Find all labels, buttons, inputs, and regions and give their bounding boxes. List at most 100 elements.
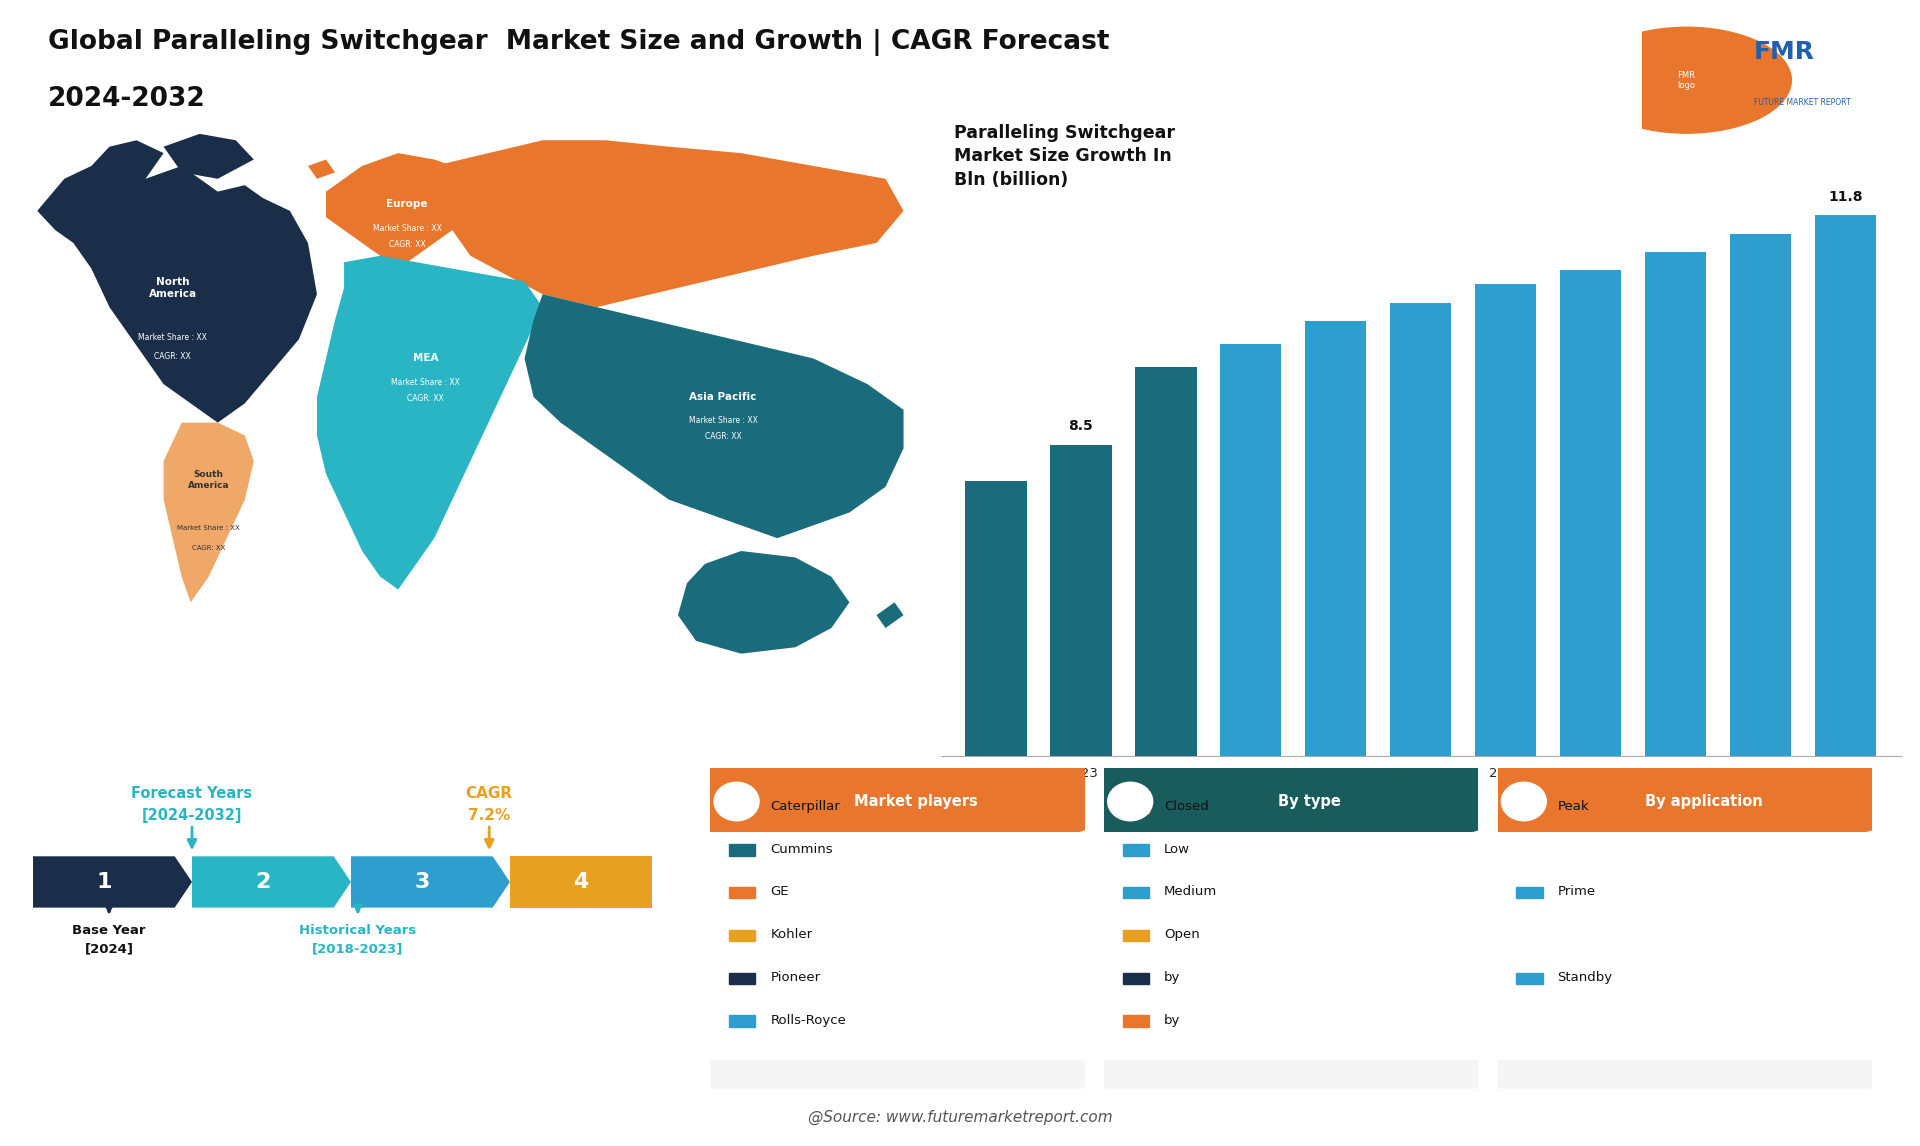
Bar xyxy=(1390,303,1452,756)
Text: Europe: Europe xyxy=(386,199,428,210)
Text: CAGR: XX: CAGR: XX xyxy=(390,240,426,249)
Text: 7.2%: 7.2% xyxy=(468,808,511,823)
Text: CAGR: XX: CAGR: XX xyxy=(407,394,444,402)
Polygon shape xyxy=(876,603,904,628)
Text: Cummins: Cummins xyxy=(770,842,833,856)
Bar xyxy=(1306,321,1367,756)
Text: Forecast Years: Forecast Years xyxy=(131,786,253,801)
Bar xyxy=(1123,887,1148,898)
Text: MEA: MEA xyxy=(413,353,438,363)
Text: Rolls-Royce: Rolls-Royce xyxy=(770,1014,847,1027)
Text: Market Share : XX: Market Share : XX xyxy=(138,332,207,342)
Bar xyxy=(1123,929,1148,941)
Bar xyxy=(730,887,755,898)
Bar xyxy=(730,973,755,984)
Bar xyxy=(1645,252,1707,756)
Text: Market Share : XX: Market Share : XX xyxy=(689,416,758,425)
Polygon shape xyxy=(33,856,192,908)
Polygon shape xyxy=(326,154,488,268)
Text: Standby: Standby xyxy=(1557,971,1613,984)
Bar xyxy=(1221,344,1281,756)
Text: FMR
logo: FMR logo xyxy=(1678,71,1695,89)
Polygon shape xyxy=(678,551,849,653)
Text: Historical Years: Historical Years xyxy=(300,924,417,936)
Text: 8.5: 8.5 xyxy=(1069,419,1092,433)
Text: 1: 1 xyxy=(96,872,111,892)
Text: FUTURE MARKET REPORT: FUTURE MARKET REPORT xyxy=(1755,99,1851,108)
Bar xyxy=(1517,973,1542,984)
Text: GE: GE xyxy=(770,886,789,898)
Polygon shape xyxy=(163,134,253,179)
Polygon shape xyxy=(511,856,651,908)
Text: Market Share : XX: Market Share : XX xyxy=(372,223,442,233)
Bar xyxy=(1123,973,1148,984)
FancyBboxPatch shape xyxy=(1486,759,1876,832)
Circle shape xyxy=(714,783,758,821)
Bar xyxy=(1475,284,1536,756)
Polygon shape xyxy=(192,856,351,908)
Circle shape xyxy=(1108,783,1152,821)
Bar xyxy=(1814,215,1876,756)
Text: Market players: Market players xyxy=(854,794,977,809)
Text: Prime: Prime xyxy=(1557,886,1596,898)
Bar xyxy=(1050,445,1112,756)
Bar xyxy=(1135,367,1196,756)
Text: North
America: North America xyxy=(148,276,196,299)
Text: Pioneer: Pioneer xyxy=(770,971,820,984)
Text: Market Share : XX: Market Share : XX xyxy=(392,378,459,386)
Text: Peak: Peak xyxy=(1557,800,1590,813)
Polygon shape xyxy=(524,295,904,539)
Polygon shape xyxy=(307,159,334,179)
Polygon shape xyxy=(351,856,511,908)
FancyBboxPatch shape xyxy=(707,784,1089,1092)
FancyBboxPatch shape xyxy=(1494,784,1876,1092)
Text: Open: Open xyxy=(1164,928,1200,941)
Text: 4: 4 xyxy=(572,872,589,892)
FancyBboxPatch shape xyxy=(1092,759,1482,832)
Text: 11.8: 11.8 xyxy=(1828,190,1862,204)
Bar xyxy=(1123,1015,1148,1027)
Text: 2: 2 xyxy=(255,872,271,892)
Bar xyxy=(1561,270,1620,756)
Text: By type: By type xyxy=(1279,794,1342,809)
FancyBboxPatch shape xyxy=(1104,1060,1478,1089)
FancyBboxPatch shape xyxy=(699,759,1089,832)
Bar xyxy=(1123,845,1148,856)
Text: Medium: Medium xyxy=(1164,886,1217,898)
Text: [2018-2023]: [2018-2023] xyxy=(313,943,403,956)
Bar xyxy=(1730,234,1791,756)
Text: Asia Pacific: Asia Pacific xyxy=(689,392,756,402)
Polygon shape xyxy=(317,256,543,589)
Text: Base Year: Base Year xyxy=(73,924,146,936)
Text: By application: By application xyxy=(1645,794,1763,809)
Bar xyxy=(730,929,755,941)
Text: CAGR: CAGR xyxy=(467,786,513,801)
Bar xyxy=(1123,801,1148,813)
Polygon shape xyxy=(163,423,253,603)
Bar xyxy=(730,1015,755,1027)
Text: CAGR: XX: CAGR: XX xyxy=(154,352,190,361)
Bar xyxy=(1517,801,1542,813)
Text: Caterpillar: Caterpillar xyxy=(770,800,841,813)
Circle shape xyxy=(1582,28,1791,133)
Text: 2024-2032: 2024-2032 xyxy=(48,86,205,112)
Text: by: by xyxy=(1164,1014,1181,1027)
Text: CAGR: XX: CAGR: XX xyxy=(192,544,225,550)
Polygon shape xyxy=(36,140,317,423)
Text: Kohler: Kohler xyxy=(770,928,812,941)
FancyBboxPatch shape xyxy=(710,1060,1085,1089)
FancyBboxPatch shape xyxy=(1100,784,1482,1092)
Text: FMR: FMR xyxy=(1755,40,1814,64)
Text: South
America: South America xyxy=(188,470,230,490)
Text: CAGR: XX: CAGR: XX xyxy=(705,432,741,441)
Polygon shape xyxy=(434,140,904,307)
FancyBboxPatch shape xyxy=(1498,1060,1872,1089)
Circle shape xyxy=(1501,783,1546,821)
Text: 3: 3 xyxy=(415,872,430,892)
Text: Paralleling Switchgear
Market Size Growth In
Bln (billion): Paralleling Switchgear Market Size Growt… xyxy=(954,124,1175,189)
Bar xyxy=(730,845,755,856)
Text: by: by xyxy=(1164,971,1181,984)
Text: Low: Low xyxy=(1164,842,1190,856)
Text: Closed: Closed xyxy=(1164,800,1210,813)
Text: [2024]: [2024] xyxy=(84,943,134,956)
